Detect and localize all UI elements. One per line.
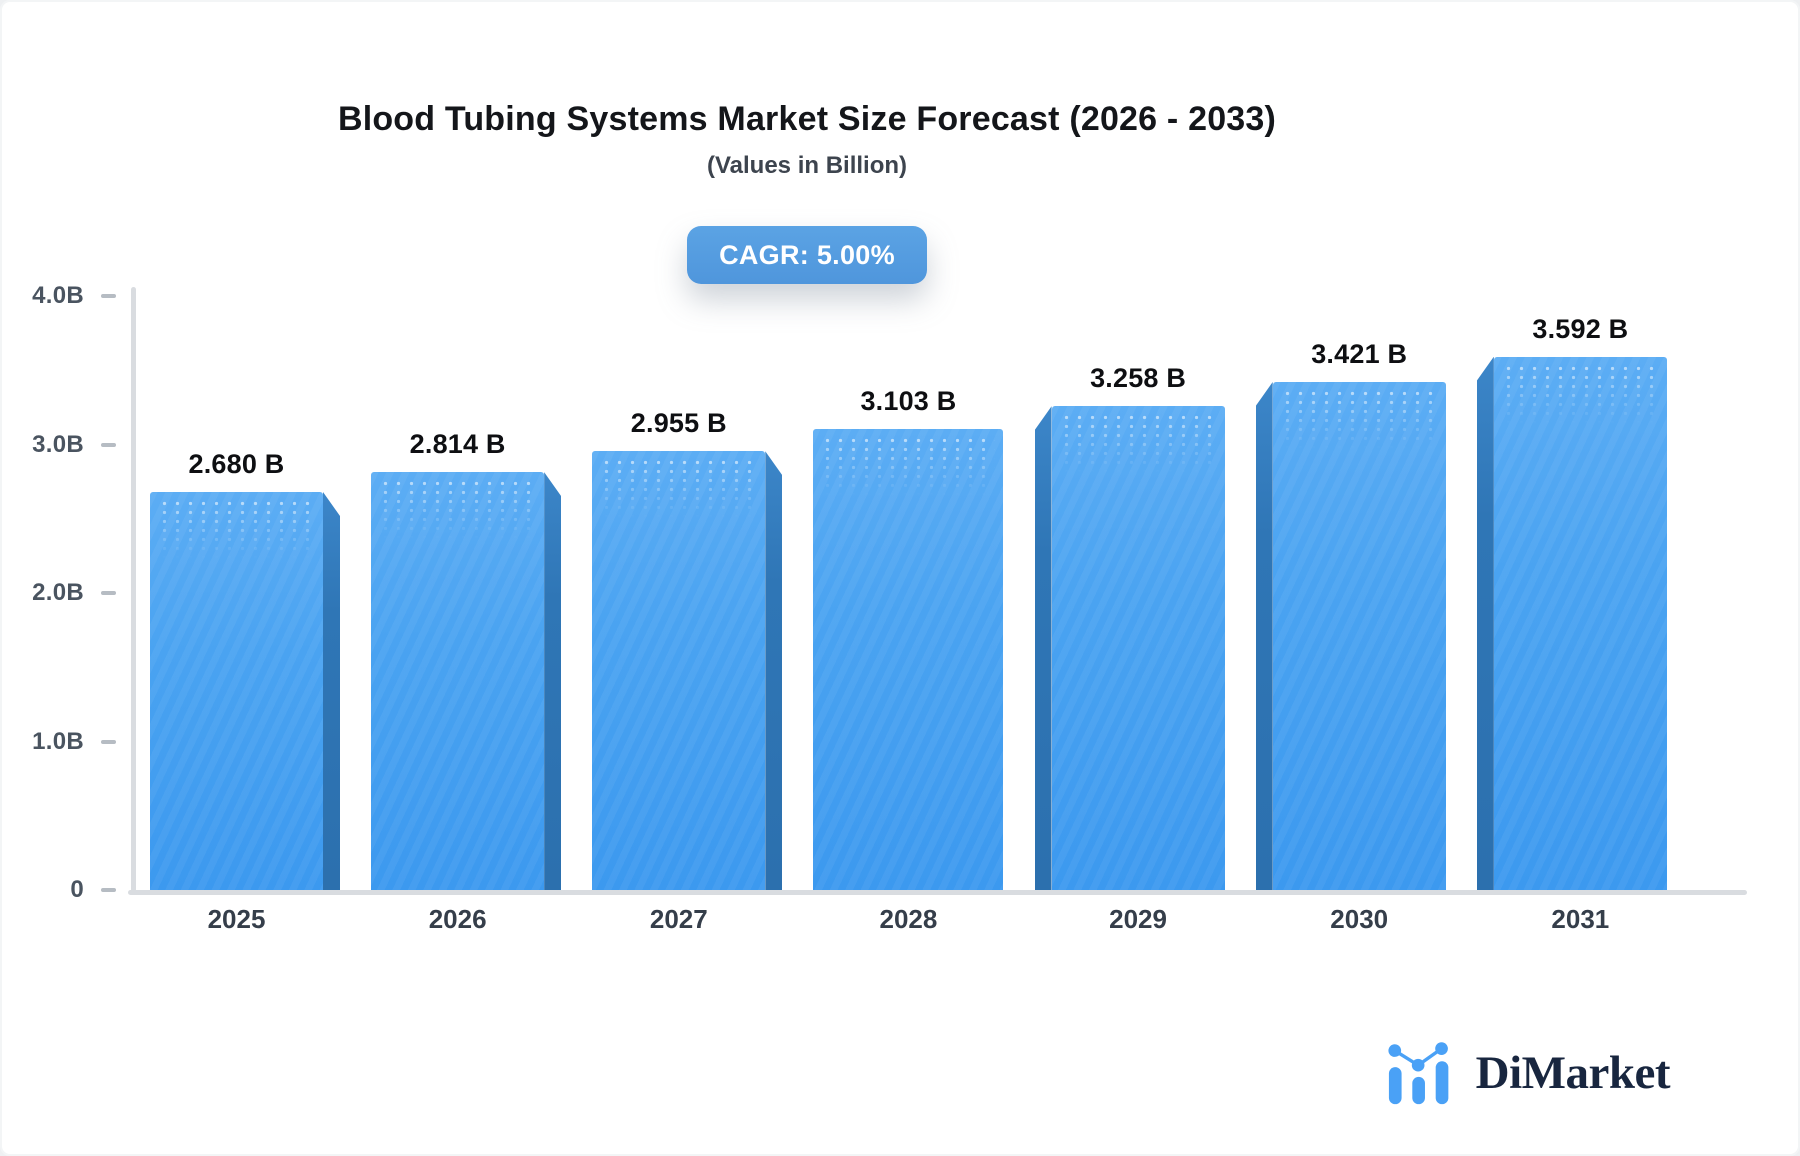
bar	[1255, 381, 1446, 891]
bar	[371, 472, 562, 890]
bar-group: 2.955 B 2027	[592, 296, 813, 934]
bar-value-label: 3.592 B	[1532, 313, 1629, 344]
bar-face	[150, 492, 323, 890]
bar-top-dots	[379, 479, 537, 540]
bar-value-label: 2.814 B	[409, 429, 506, 460]
bar-face	[1493, 356, 1667, 891]
dimarket-logo-icon	[1388, 1042, 1448, 1105]
bar-value-label: 2.680 B	[188, 449, 285, 480]
y-tick: 0	[2, 876, 116, 904]
y-tick: 3.0B	[2, 431, 116, 459]
cagr-badge: CAGR: 5.00%	[687, 226, 927, 284]
cagr-badge-label: CAGR: 5.00%	[719, 239, 895, 270]
bar	[813, 429, 1004, 890]
y-tick-dash	[101, 591, 116, 595]
bar-top-dots	[1280, 388, 1438, 449]
y-tick-label: 0	[70, 876, 84, 903]
brand-name: DiMarket	[1475, 1047, 1671, 1099]
bar-chart: 4.0B 3.0B 2.0B 1.0B 0 2.680 B	[32, 282, 1747, 934]
bar-top-dots	[1501, 363, 1659, 424]
bar-side	[1476, 356, 1494, 890]
bar-face	[371, 472, 545, 890]
bar	[150, 492, 340, 890]
x-axis-label: 2028	[879, 904, 938, 934]
y-tick-dash	[101, 739, 116, 744]
bar-group: 3.421 B 2030	[1255, 296, 1477, 934]
bar-side	[544, 472, 562, 890]
bar-group: 3.103 B 2028	[813, 296, 1034, 934]
bar-top-dots	[821, 436, 996, 497]
bar	[592, 451, 783, 890]
bar-group: 3.258 B 2029	[1034, 296, 1256, 934]
x-axis-label: 2025	[207, 904, 266, 934]
bar-series: 2.680 B 2025 2.814 B 2026 2.955 B	[150, 296, 1698, 934]
y-tick: 2.0B	[2, 579, 116, 607]
x-axis-label: 2027	[649, 904, 708, 934]
bar-side	[323, 492, 340, 890]
y-axis-line	[131, 287, 136, 892]
y-tick: 1.0B	[2, 728, 116, 756]
bar-value-label: 3.103 B	[860, 386, 957, 417]
y-tick-dash	[101, 888, 116, 892]
y-tick-label: 1.0B	[32, 727, 84, 755]
chart-subtitle: (Values in Billion)	[706, 152, 908, 179]
bar-top-dots	[600, 458, 758, 519]
brand-logo: DiMarket	[1386, 1040, 1671, 1106]
y-tick-label: 3.0B	[32, 430, 84, 458]
bar-value-label: 2.955 B	[630, 408, 727, 439]
bar	[1476, 356, 1667, 891]
y-tick-dash	[101, 294, 116, 298]
bar-face	[1051, 406, 1225, 890]
x-axis-label: 2030	[1330, 904, 1389, 934]
bar-face	[813, 429, 1004, 890]
y-tick-dash	[101, 442, 116, 447]
bar-side	[1255, 381, 1273, 890]
bar-top-dots	[1059, 413, 1217, 474]
bar-group: 2.680 B 2025	[150, 296, 371, 934]
bar-group: 2.814 B 2026	[371, 296, 592, 934]
bar-top-dots	[158, 499, 315, 560]
bar-group: 3.592 B 2031	[1476, 296, 1698, 934]
bar-face	[1272, 381, 1446, 891]
bar-value-label: 3.258 B	[1090, 363, 1187, 394]
y-tick: 4.0B	[2, 282, 116, 310]
bar-face	[592, 451, 766, 890]
x-axis-label: 2031	[1551, 904, 1610, 934]
bar-side	[765, 451, 783, 890]
chart-title: Blood Tubing Systems Market Size Forecas…	[337, 100, 1277, 138]
y-tick-label: 4.0B	[32, 282, 84, 309]
x-axis-label: 2026	[428, 904, 487, 934]
bar-value-label: 3.421 B	[1311, 338, 1408, 369]
y-tick-label: 2.0B	[32, 579, 84, 606]
x-axis-line	[128, 890, 1747, 895]
bar-side	[1034, 406, 1052, 890]
x-axis-label: 2029	[1109, 904, 1167, 934]
bar	[1034, 406, 1225, 890]
